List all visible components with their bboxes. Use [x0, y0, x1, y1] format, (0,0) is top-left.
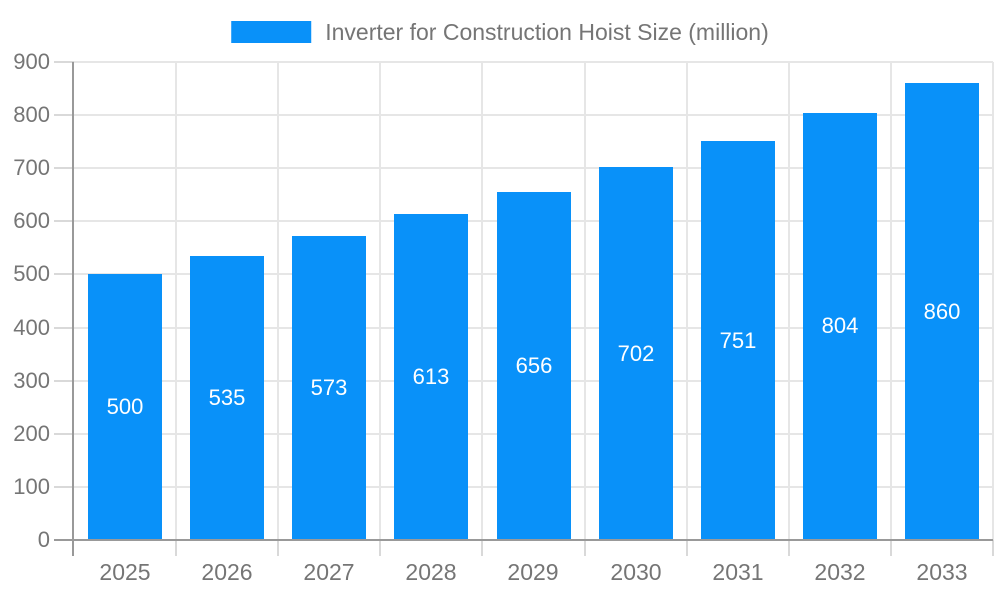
bar-value-label: 702 [617, 340, 655, 366]
y-axis-tick [54, 485, 74, 488]
bar-value-label: 535 [208, 384, 246, 410]
x-axis-label: 2033 [916, 559, 968, 585]
bar-value-label: 860 [923, 298, 961, 324]
bar-2027 [292, 235, 366, 540]
h-gridline [74, 61, 993, 63]
y-axis-tick [54, 273, 74, 276]
bar-2031 [701, 141, 775, 540]
y-axis-label: 700 [13, 155, 50, 181]
y-axis-label: 100 [13, 473, 50, 499]
legend-swatch [231, 21, 312, 43]
v-gridline [685, 62, 688, 540]
x-axis-label: 2027 [303, 559, 355, 585]
h-gridline [74, 167, 993, 170]
y-axis-tick [54, 220, 74, 223]
x-axis-label: 2031 [712, 559, 764, 585]
v-gridline [889, 62, 892, 540]
v-gridline [175, 62, 178, 540]
x-axis-label: 2025 [99, 559, 151, 585]
bar-value-label: 573 [310, 374, 348, 400]
x-axis-tick [481, 540, 484, 556]
bar-value-label: 751 [719, 327, 757, 353]
v-gridline [583, 62, 586, 540]
bar-2030 [599, 167, 673, 540]
y-axis-tick [54, 326, 74, 329]
legend-label: Inverter for Construction Hoist Size (mi… [325, 19, 769, 45]
bar-value-label: 613 [412, 364, 450, 390]
y-axis-tick [54, 114, 74, 117]
y-axis-label: 800 [13, 102, 50, 128]
x-axis-tick [583, 540, 586, 556]
bar-2025 [88, 274, 162, 540]
bar-value-label: 500 [106, 394, 144, 420]
y-axis-tick [54, 167, 74, 170]
x-axis-label: 2028 [405, 559, 457, 585]
x-axis-line [54, 539, 993, 541]
legend: Inverter for Construction Hoist Size (mi… [231, 19, 769, 45]
v-gridline [481, 62, 484, 540]
y-axis-tick [54, 61, 74, 63]
y-axis-label: 400 [13, 314, 50, 340]
x-axis-tick [992, 540, 994, 556]
bar-2026 [190, 255, 264, 540]
x-axis-tick [889, 540, 892, 556]
x-axis-tick [379, 540, 382, 556]
x-axis-label: 2030 [610, 559, 662, 585]
x-axis-tick [277, 540, 280, 556]
x-axis-tick [787, 540, 790, 556]
bar-2028 [394, 214, 468, 540]
v-gridline [277, 62, 280, 540]
v-gridline [787, 62, 790, 540]
y-axis-label: 600 [13, 208, 50, 234]
bar-value-label: 804 [821, 313, 859, 339]
x-axis-tick [685, 540, 688, 556]
y-axis-label: 500 [13, 261, 50, 287]
y-axis-line [72, 62, 74, 556]
x-axis-tick [175, 540, 178, 556]
h-gridline [74, 114, 993, 117]
bar-2033 [905, 83, 979, 540]
bar-value-label: 656 [515, 352, 553, 378]
y-axis-label: 200 [13, 420, 50, 446]
v-gridline [379, 62, 382, 540]
x-axis-label: 2032 [814, 559, 866, 585]
y-axis-tick [54, 432, 74, 435]
x-axis-label: 2026 [201, 559, 253, 585]
x-axis-label: 2029 [507, 559, 559, 585]
y-axis-label: 0 [37, 527, 50, 552]
v-gridline [992, 62, 994, 540]
bar-2029 [497, 191, 571, 540]
bar-2032 [803, 112, 877, 540]
y-axis-label: 900 [13, 49, 50, 74]
y-axis-label: 300 [13, 367, 50, 393]
y-axis-tick [54, 379, 74, 382]
